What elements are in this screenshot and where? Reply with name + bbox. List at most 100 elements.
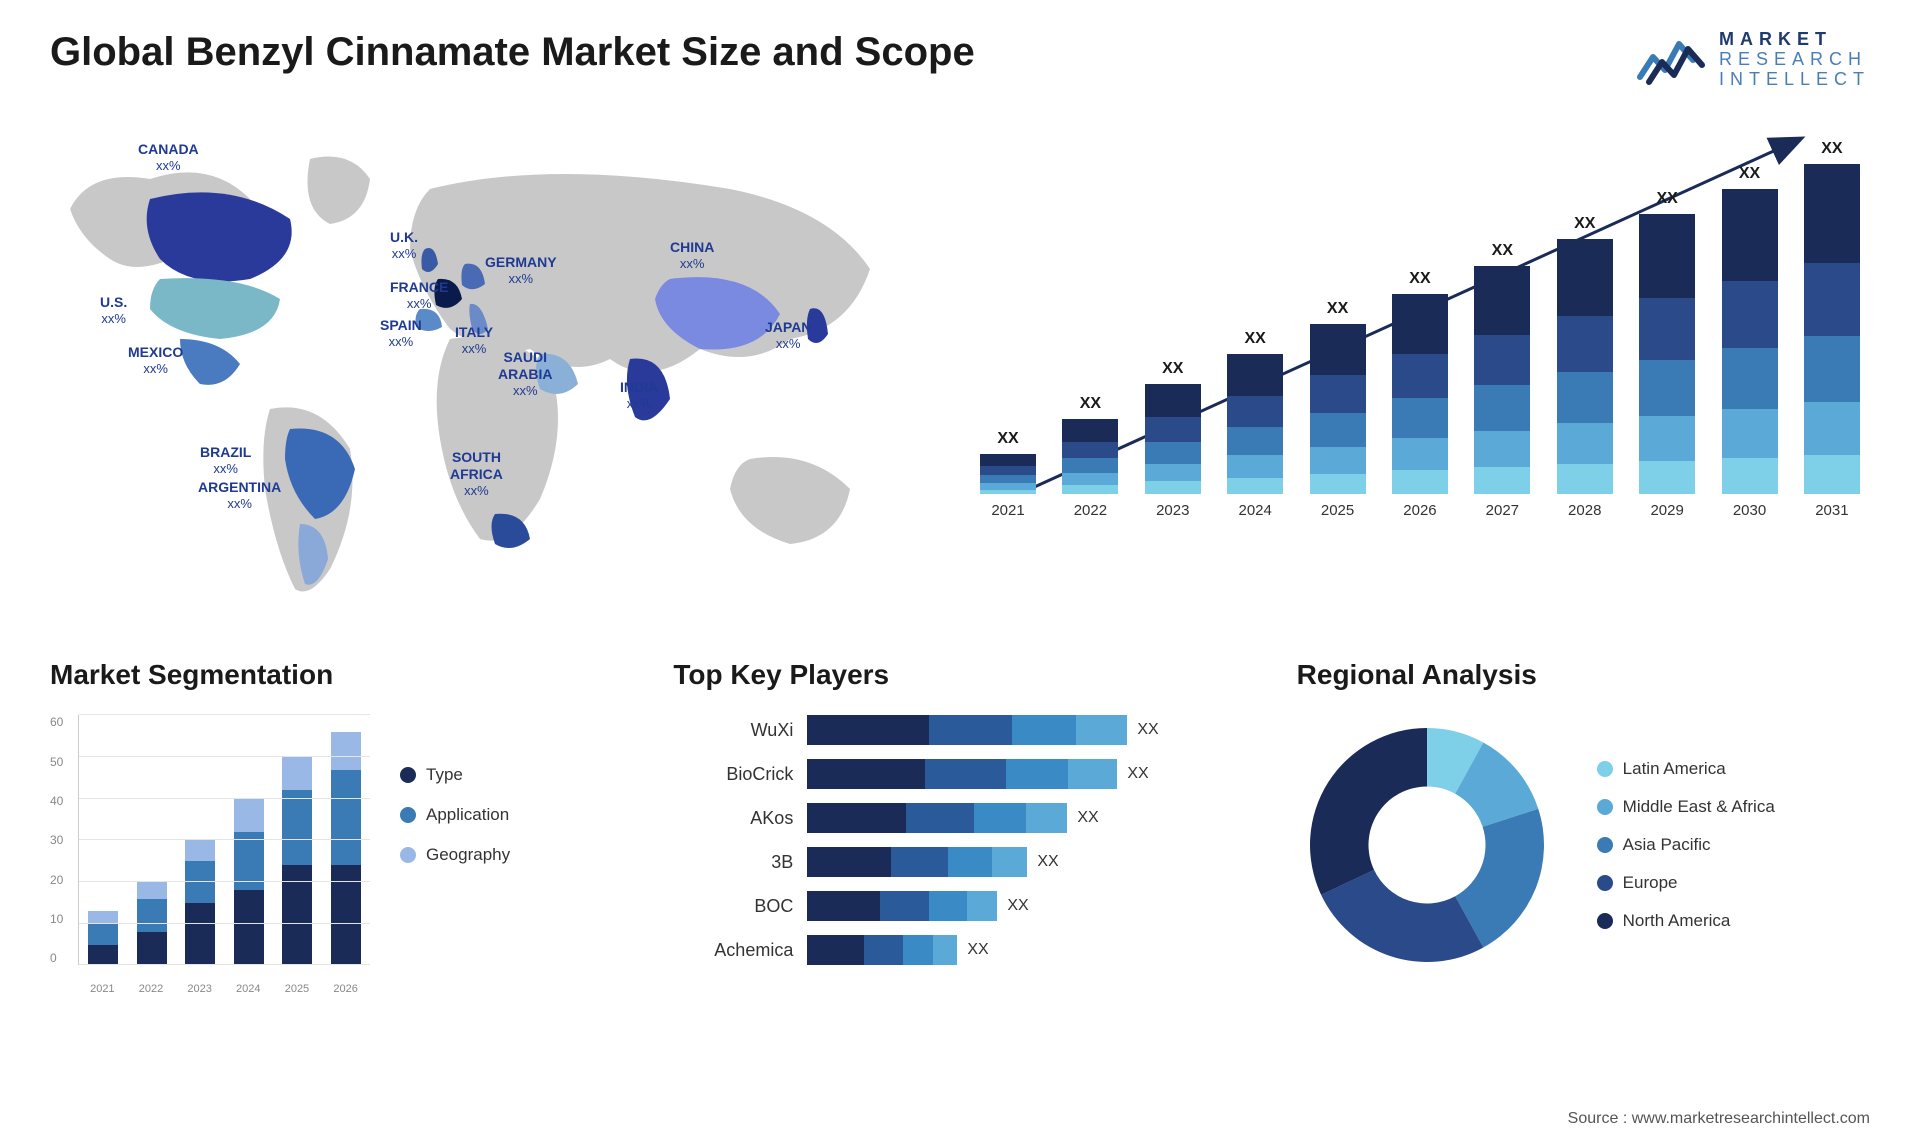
seg-x-tick: 2024 [236,983,260,995]
map-label: SPAINxx% [380,317,422,349]
player-row: XX [807,847,1246,877]
seg-y-tick: 0 [50,951,74,965]
logo-text-3: INTELLECT [1719,70,1870,90]
map-label: ARGENTINAxx% [198,479,281,511]
legend-item: Asia Pacific [1597,835,1775,855]
logo-text-2: RESEARCH [1719,50,1870,70]
growth-bar-value: XX [1739,165,1760,183]
legend-item: Type [400,765,510,785]
legend-item: Geography [400,845,510,865]
growth-bar-value: XX [997,430,1018,448]
regional-legend: Latin America Middle East & Africa Asia Pa… [1597,759,1775,931]
seg-y-tick: 20 [50,873,74,887]
growth-bar: XX 2026 [1392,270,1448,519]
header: Global Benzyl Cinnamate Market Size and … [50,30,1870,89]
growth-bar: XX 2023 [1145,360,1201,519]
seg-y-tick: 30 [50,833,74,847]
growth-bar-year: 2027 [1486,502,1519,519]
growth-bar-year: 2026 [1403,502,1436,519]
growth-bar: XX 2022 [1062,395,1118,519]
player-names: WuXiBioCrickAKos3BBOCAchemica [673,715,793,965]
seg-bar [282,757,312,965]
segmentation-chart: 0102030405060 202120222023202420252026 [50,715,370,995]
growth-bar-value: XX [1162,360,1183,378]
player-bars: XX XX XX XX XX XX [807,715,1246,965]
logo-icon [1637,32,1707,88]
map-label: GERMANYxx% [485,254,557,286]
growth-bar-value: XX [1327,300,1348,318]
growth-bar: XX 2027 [1474,242,1530,519]
map-label: CANADAxx% [138,141,199,173]
seg-y-tick: 10 [50,912,74,926]
player-name: BOC [754,891,793,921]
seg-x-tick: 2022 [139,983,163,995]
growth-bar-value: XX [1245,330,1266,348]
legend-item: Middle East & Africa [1597,797,1775,817]
growth-bar: XX2029 [1639,190,1695,519]
player-value: XX [1007,897,1028,915]
map-label: U.S.xx% [100,294,127,326]
regional-donut [1297,715,1557,975]
growth-bar-year: 2021 [991,502,1024,519]
logo: MARKET RESEARCH INTELLECT [1637,30,1870,89]
segmentation-legend: Type Application Geography [400,715,510,995]
player-name: WuXi [751,715,794,745]
growth-bar-year: 2022 [1074,502,1107,519]
map-label: SOUTHAFRICAxx% [450,449,503,498]
player-value: XX [1137,721,1158,739]
growth-bar: XX2030 [1722,165,1778,519]
regional-panel: Regional Analysis Latin AmericaMiddle Ea… [1297,659,1870,995]
growth-bars: XX2021XX2022XX2023XX2024XX2025XX2026XX20… [980,139,1860,519]
logo-text-1: MARKET [1719,30,1870,50]
growth-bar: XX2031 [1804,140,1860,519]
growth-bar-year: 2024 [1238,502,1271,519]
growth-bar-value: XX [1574,215,1595,233]
map-label: ITALYxx% [455,324,493,356]
seg-x-tick: 2021 [90,983,114,995]
top-row: CANADAxx%U.S.xx%MEXICOxx%BRAZILxx%ARGENT… [50,119,1870,619]
growth-bar: XX 2021 [980,430,1036,519]
segmentation-title: Market Segmentation [50,659,623,691]
map-label: INDIAxx% [620,379,658,411]
player-row: XX [807,891,1246,921]
page-title: Global Benzyl Cinnamate Market Size and … [50,30,975,75]
seg-bar [234,799,264,966]
player-name: AKos [750,803,793,833]
map-label: JAPANxx% [765,319,811,351]
seg-bar [331,732,361,965]
bottom-row: Market Segmentation 0102030405060 202120… [50,659,1870,995]
growth-bar: XX 2024 [1227,330,1283,519]
growth-bar-year: 2031 [1815,502,1848,519]
seg-x-tick: 2025 [285,983,309,995]
player-row: XX [807,803,1246,833]
growth-bar-year: 2023 [1156,502,1189,519]
growth-bar-year: 2029 [1650,502,1683,519]
player-row: XX [807,715,1246,745]
legend-item: Latin America [1597,759,1775,779]
seg-x-tick: 2023 [187,983,211,995]
segmentation-panel: Market Segmentation 0102030405060 202120… [50,659,623,995]
seg-bar [88,911,118,965]
source-text: Source : www.marketresearchintellect.com [1568,1110,1870,1128]
seg-y-tick: 50 [50,755,74,769]
world-map-panel: CANADAxx%U.S.xx%MEXICOxx%BRAZILxx%ARGENT… [50,119,930,619]
player-row: XX [807,935,1246,965]
seg-x-tick: 2026 [333,983,357,995]
growth-bar-value: XX [1409,270,1430,288]
growth-bar-value: XX [1492,242,1513,260]
legend-item: Application [400,805,510,825]
map-label: SAUDIARABIAxx% [498,349,552,398]
player-value: XX [1127,765,1148,783]
donut-slice [1310,728,1427,895]
seg-y-tick: 60 [50,715,74,729]
player-name: 3B [771,847,793,877]
growth-bar-value: XX [1080,395,1101,413]
players-panel: Top Key Players WuXiBioCrickAKos3BBOCAch… [673,659,1246,995]
seg-bar [185,840,215,965]
map-label: CHINAxx% [670,239,714,271]
legend-item: North America [1597,911,1775,931]
growth-bar: XX2028 [1557,215,1613,519]
map-label: U.K.xx% [390,229,418,261]
player-value: XX [967,941,988,959]
map-label: BRAZILxx% [200,444,251,476]
